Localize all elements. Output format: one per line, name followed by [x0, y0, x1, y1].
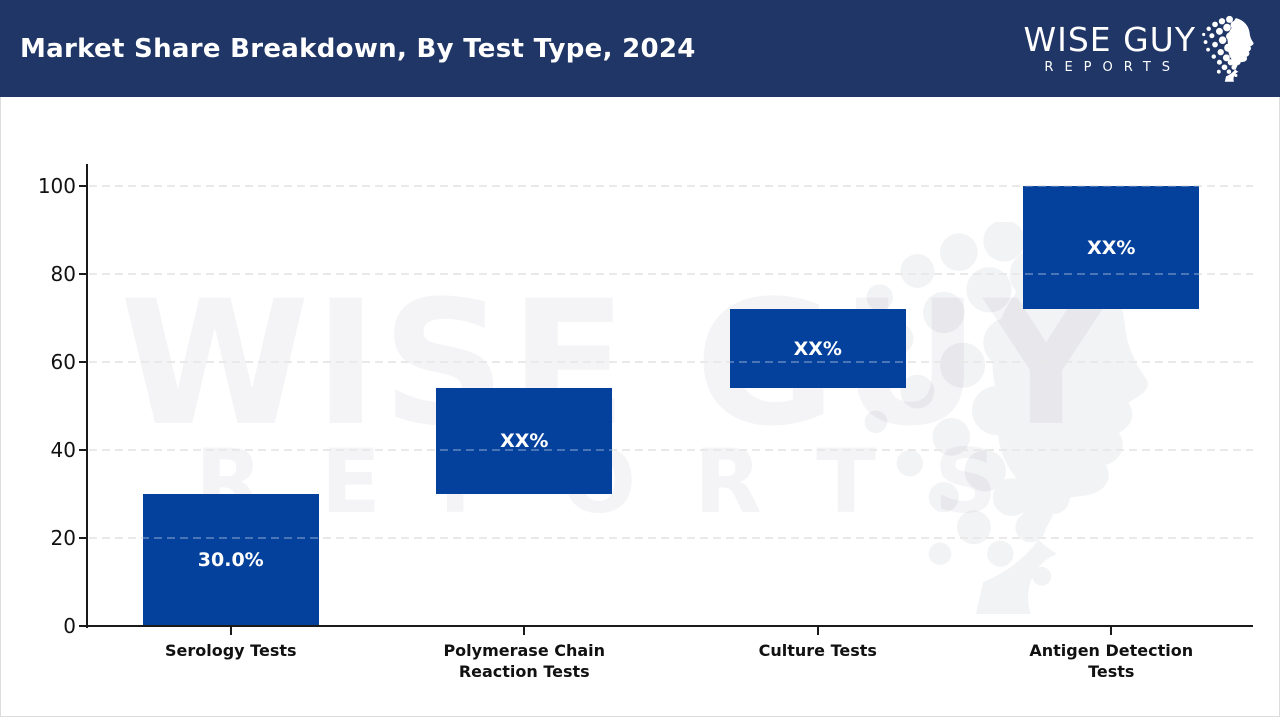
y-tick-label-100: 100 [37, 174, 76, 198]
x-axis-spine [86, 625, 1253, 627]
logo-sub-label: REPORTS [1044, 60, 1182, 75]
bar-value-label-culture-tests: XX% [793, 337, 842, 360]
header-bar: Market Share Breakdown, By Test Type, 20… [0, 0, 1280, 97]
y-tick-label-40: 40 [50, 438, 76, 462]
gridline-20 [89, 537, 1253, 539]
gridline-40 [89, 449, 1253, 451]
y-tick-60 [79, 361, 87, 363]
gridline-overlay-60 [89, 361, 1253, 363]
bar-antigen-detection-tests: XX% [1023, 186, 1200, 310]
x-tick-polymerase-chain-reaction-tests [523, 627, 526, 635]
gridline-80 [89, 273, 1253, 275]
y-tick-label-80: 80 [50, 262, 76, 286]
x-tick-antigen-detection-tests [1110, 627, 1113, 635]
logo-brand-label: WISE GUY [1023, 20, 1196, 59]
x-tick-culture-tests [816, 627, 819, 635]
gridline-overlay-40 [89, 449, 1253, 451]
category-label-culture-tests: Culture Tests [758, 641, 877, 660]
gridline-overlay-20 [89, 537, 1253, 539]
y-tick-label-0: 0 [63, 614, 76, 638]
bar-value-label-antigen-detection-tests: XX% [1087, 236, 1136, 259]
y-tick-80 [79, 273, 87, 275]
bar-polymerase-chain-reaction-tests: XX% [436, 388, 613, 494]
bar-culture-tests: XX% [729, 309, 906, 389]
gridline-100 [89, 185, 1253, 187]
wiseguy-logo: WISE GUY REPORTS [1023, 11, 1256, 87]
y-tick-40 [79, 449, 87, 451]
y-tick-label-60: 60 [50, 350, 76, 374]
bar-value-label-polymerase-chain-reaction-tests: XX% [500, 430, 549, 453]
logo-face-icon [1198, 11, 1256, 87]
gridline-overlay-80 [89, 273, 1253, 275]
gridline-60 [89, 361, 1253, 363]
gridline-overlay-100 [89, 185, 1253, 187]
y-axis-spine [86, 164, 88, 628]
bar-serology-tests: 30.0% [142, 494, 319, 626]
chart-title: Market Share Breakdown, By Test Type, 20… [20, 33, 696, 64]
y-tick-20 [79, 537, 87, 539]
category-label-antigen-detection-tests: Antigen Detection Tests [1029, 641, 1194, 681]
y-tick-0 [79, 625, 87, 627]
y-tick-100 [79, 185, 87, 187]
logo-text: WISE GUY REPORTS [1023, 23, 1196, 74]
x-tick-serology-tests [229, 627, 232, 635]
y-tick-label-20: 20 [50, 526, 76, 550]
category-label-polymerase-chain-reaction-tests: Polymerase Chain Reaction Tests [443, 641, 606, 681]
bar-value-label-serology-tests: 30.0% [197, 549, 264, 571]
category-label-serology-tests: Serology Tests [164, 641, 297, 660]
